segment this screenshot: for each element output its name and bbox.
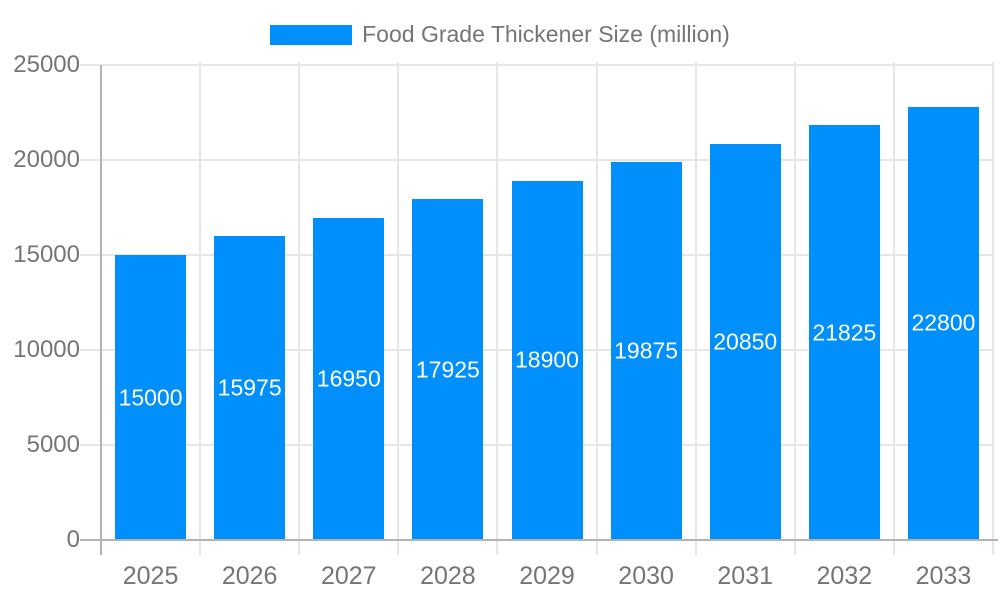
v-gridline — [397, 62, 400, 555]
bar-2030[interactable] — [610, 162, 682, 540]
x-axis-label: 2027 — [320, 562, 377, 590]
legend: Food Grade Thickener Size (million) — [0, 21, 1000, 48]
v-gridline — [496, 62, 499, 555]
bar-2027[interactable] — [313, 217, 385, 540]
y-axis-label: 15000 — [13, 241, 80, 268]
y-axis-line — [100, 65, 102, 555]
legend-swatch — [270, 24, 353, 45]
v-gridline — [992, 62, 994, 555]
x-axis-label: 2029 — [519, 562, 575, 590]
bar-value-label: 20850 — [713, 328, 778, 355]
y-axis-label: 25000 — [13, 51, 80, 78]
bar-value-label: 18900 — [515, 346, 579, 373]
bar-value-label: 19875 — [614, 337, 679, 364]
x-axis-label: 2032 — [816, 562, 873, 590]
v-gridline — [892, 62, 895, 555]
x-axis-label: 2031 — [717, 562, 774, 590]
bar-2033[interactable] — [907, 106, 979, 540]
bar-value-label: 17925 — [415, 356, 480, 383]
x-axis-label: 2025 — [122, 562, 179, 590]
x-axis-label: 2026 — [221, 562, 278, 590]
bar-value-label: 22800 — [911, 309, 976, 336]
plot-area: 15000 15975 16950 17925 18900 19875 20850 21825… — [80, 62, 998, 555]
legend-series-label: Food Grade Thickener Size (million) — [362, 21, 730, 47]
bar-value-label: 15975 — [217, 374, 282, 401]
bar-2029[interactable] — [511, 180, 583, 540]
bar-value-label: 21825 — [812, 319, 877, 346]
bar-value-label: 16950 — [316, 365, 381, 392]
bar-value-label: 15000 — [118, 384, 183, 410]
x-axis-label: 2030 — [618, 562, 674, 590]
v-gridline — [694, 62, 697, 555]
y-axis-label: 5000 — [26, 431, 80, 458]
bar-2026[interactable] — [214, 236, 286, 540]
x-axis-label: 2033 — [915, 562, 972, 590]
y-axis-label: 10000 — [13, 336, 80, 363]
bar-2025[interactable] — [115, 255, 187, 540]
bar-2032[interactable] — [808, 125, 880, 540]
bar-2031[interactable] — [709, 143, 781, 540]
v-gridline — [793, 62, 796, 555]
x-axis-label: 2028 — [420, 562, 476, 590]
y-axis-label: 0 — [66, 526, 80, 553]
x-axis-line — [80, 539, 998, 541]
v-gridline — [199, 62, 202, 555]
h-gridline — [80, 64, 993, 66]
v-gridline — [298, 62, 301, 555]
v-gridline — [595, 62, 598, 555]
bar-2028[interactable] — [412, 199, 484, 540]
legend-item[interactable]: Food Grade Thickener Size (million) — [270, 21, 730, 48]
h-gridline — [80, 159, 993, 161]
y-axis-label: 20000 — [13, 146, 80, 173]
